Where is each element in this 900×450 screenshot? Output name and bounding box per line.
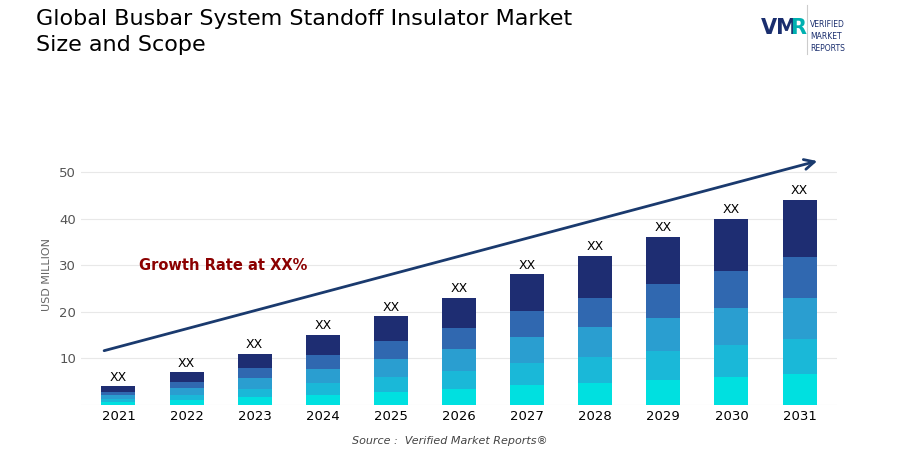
Bar (238, 397, 272, 405)
Bar (646, 351, 680, 380)
Bar (442, 298, 476, 328)
Bar (238, 378, 272, 389)
Text: XX: XX (178, 356, 195, 369)
Bar (442, 328, 476, 349)
Bar (578, 357, 612, 382)
Text: XX: XX (723, 203, 740, 216)
Bar (442, 389, 476, 405)
Bar (306, 335, 340, 355)
Bar (715, 219, 749, 271)
Bar (715, 345, 749, 377)
Bar (578, 382, 612, 405)
Bar (102, 387, 136, 392)
Bar (442, 371, 476, 389)
Y-axis label: USD MILLION: USD MILLION (42, 238, 52, 311)
Bar (374, 316, 408, 341)
Text: XX: XX (791, 184, 808, 197)
Bar (306, 382, 340, 395)
Text: VERIFIED
MARKET
REPORTS: VERIFIED MARKET REPORTS (810, 20, 845, 53)
Text: XX: XX (314, 320, 331, 332)
Bar (782, 374, 816, 405)
Bar (782, 298, 816, 339)
Text: XX: XX (587, 240, 604, 253)
Bar (238, 368, 272, 378)
Bar (102, 399, 136, 402)
Text: Growth Rate at XX%: Growth Rate at XX% (139, 258, 307, 273)
Bar (510, 385, 544, 405)
Bar (646, 318, 680, 351)
Bar (306, 395, 340, 405)
Text: XX: XX (382, 301, 400, 314)
Bar (374, 341, 408, 359)
Bar (646, 284, 680, 318)
Text: XX: XX (110, 370, 127, 383)
Bar (169, 372, 203, 382)
Bar (782, 200, 816, 257)
Bar (306, 369, 340, 382)
Bar (578, 328, 612, 357)
Text: XX: XX (246, 338, 264, 351)
Bar (510, 311, 544, 337)
Bar (238, 389, 272, 397)
Bar (374, 359, 408, 377)
Bar (102, 395, 136, 399)
Bar (715, 308, 749, 345)
Bar (169, 382, 203, 388)
Bar (374, 392, 408, 405)
Bar (510, 337, 544, 363)
Bar (715, 271, 749, 308)
Bar (169, 388, 203, 395)
Bar (510, 363, 544, 385)
Bar (169, 400, 203, 405)
Bar (782, 257, 816, 298)
Bar (578, 297, 612, 328)
Bar (374, 377, 408, 392)
Text: Global Busbar System Standoff Insulator Market
Size and Scope: Global Busbar System Standoff Insulator … (36, 9, 572, 54)
Bar (715, 377, 749, 405)
Bar (306, 355, 340, 369)
Text: XX: XX (518, 259, 536, 272)
Bar (782, 339, 816, 374)
Bar (578, 256, 612, 297)
Bar (646, 237, 680, 284)
Text: XX: XX (450, 282, 468, 295)
Text: R: R (790, 18, 806, 38)
Bar (102, 402, 136, 405)
Text: XX: XX (654, 221, 672, 234)
Bar (102, 392, 136, 395)
Text: VM: VM (760, 18, 797, 38)
Bar (442, 349, 476, 371)
Bar (510, 274, 544, 311)
Bar (646, 380, 680, 405)
Text: Source :  Verified Market Reports®: Source : Verified Market Reports® (352, 436, 548, 446)
Bar (238, 354, 272, 368)
Bar (169, 395, 203, 400)
